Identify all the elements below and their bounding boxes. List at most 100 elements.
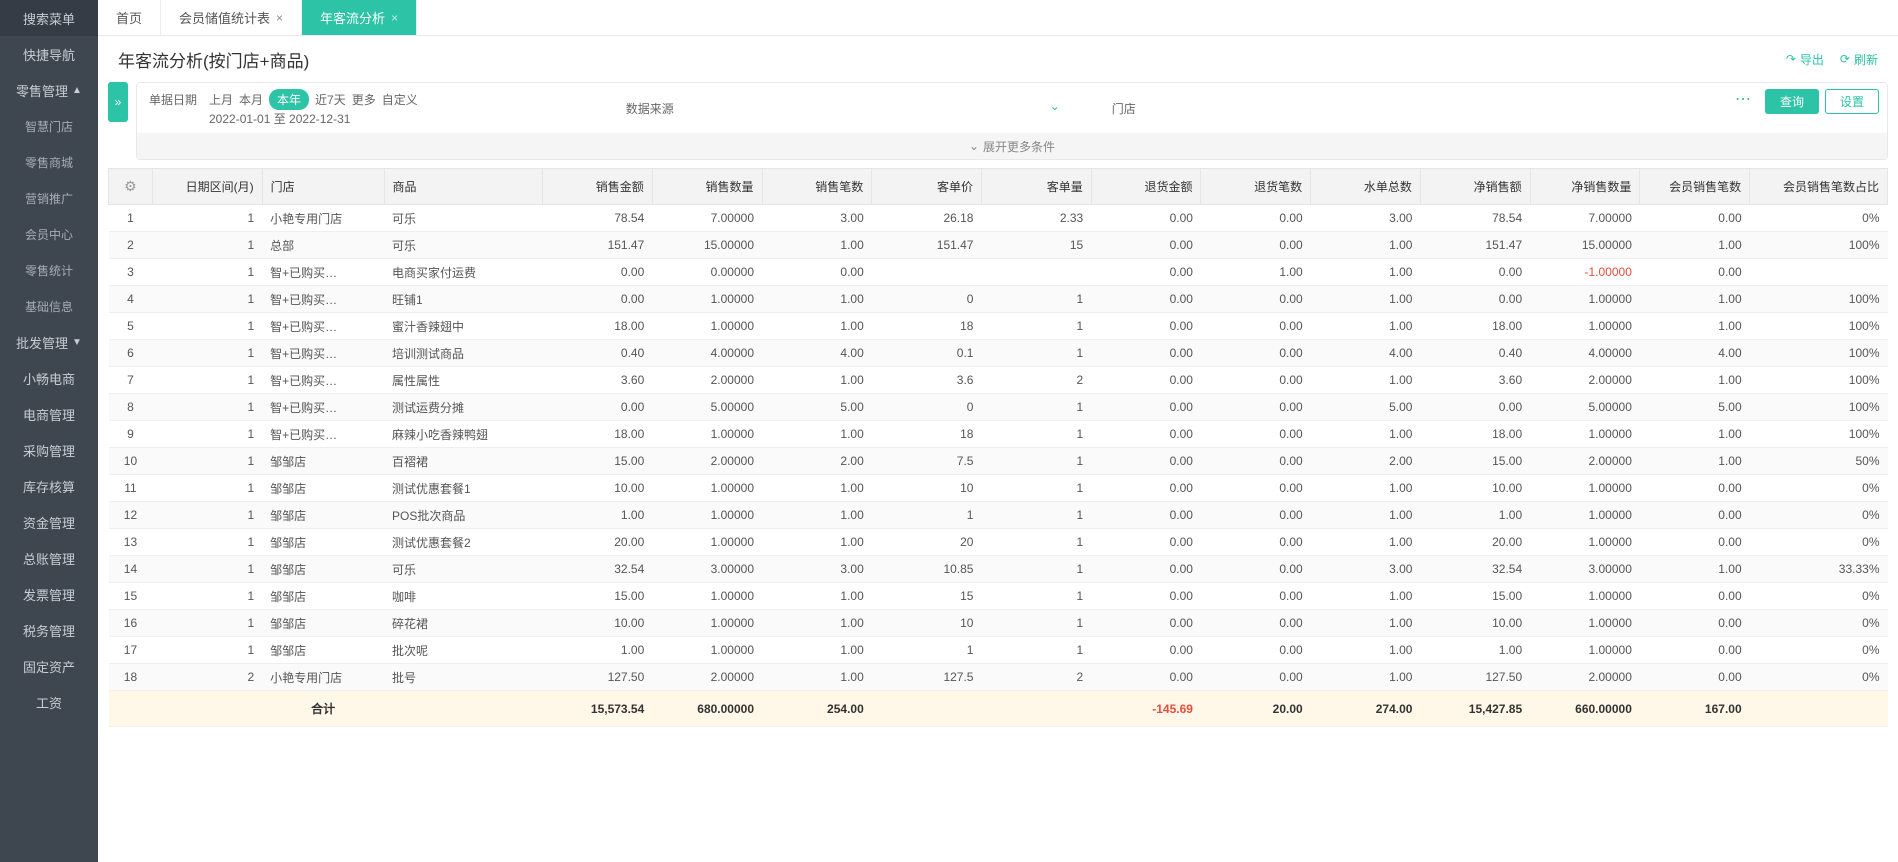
- date-preset[interactable]: 上月: [209, 91, 233, 108]
- tab[interactable]: 年客流分析×: [302, 0, 417, 35]
- table-row[interactable]: 131邹邹店测试优惠套餐220.001.000001.002010.000.00…: [109, 529, 1888, 556]
- close-icon[interactable]: ×: [276, 11, 283, 25]
- source-dropdown[interactable]: ⌄: [684, 95, 1064, 121]
- table-cell: 15.00000: [652, 232, 762, 259]
- table-cell: 0.00000: [652, 259, 762, 286]
- table-row[interactable]: 71智+已购买…属性属性3.602.000001.003.620.000.001…: [109, 367, 1888, 394]
- column-header[interactable]: 商品: [384, 169, 543, 205]
- table-row[interactable]: 31智+已购买…电商买家付运费0.000.000000.000.001.001.…: [109, 259, 1888, 286]
- column-header[interactable]: 销售数量: [652, 169, 762, 205]
- sidebar-item[interactable]: 税务管理: [0, 612, 98, 648]
- table-cell: 1.00: [1311, 313, 1421, 340]
- chevron-down-icon: ⌄: [969, 139, 979, 153]
- sidebar-item[interactable]: 零售统计: [0, 252, 98, 288]
- expand-more-button[interactable]: ⌄ 展开更多条件: [137, 133, 1887, 159]
- tab[interactable]: 首页: [98, 0, 161, 35]
- sidebar-item[interactable]: 会员中心: [0, 216, 98, 252]
- table-row[interactable]: 101邹邹店百褶裙15.002.000002.007.510.000.002.0…: [109, 448, 1888, 475]
- table-cell: 100%: [1750, 421, 1888, 448]
- table-row[interactable]: 151邹邹店咖啡15.001.000001.001510.000.001.001…: [109, 583, 1888, 610]
- date-preset[interactable]: 本月: [239, 91, 263, 108]
- table-row[interactable]: 91智+已购买…麻辣小吃香辣鸭翅18.001.000001.001810.000…: [109, 421, 1888, 448]
- sidebar-item[interactable]: 快捷导航: [0, 36, 98, 72]
- table-cell: 78.54: [1420, 205, 1530, 232]
- table-cell: 1: [109, 205, 153, 232]
- table-cell: 0.00: [1201, 421, 1311, 448]
- table-row[interactable]: 141邹邹店可乐32.543.000003.0010.8510.000.003.…: [109, 556, 1888, 583]
- close-icon[interactable]: ×: [391, 11, 398, 25]
- column-header[interactable]: 日期区间(月): [152, 169, 262, 205]
- sidebar-item[interactable]: 零售管理▲: [0, 72, 98, 108]
- collapse-filter-button[interactable]: »: [108, 82, 128, 122]
- gear-icon[interactable]: ⚙: [124, 178, 137, 194]
- table-row[interactable]: 161邹邹店碎花裙10.001.000001.001010.000.001.00…: [109, 610, 1888, 637]
- table-cell: 32.54: [1420, 556, 1530, 583]
- column-header[interactable]: 客单价: [872, 169, 982, 205]
- sidebar-item[interactable]: 批发管理▼: [0, 324, 98, 360]
- column-header[interactable]: 水单总数: [1311, 169, 1421, 205]
- column-header[interactable]: 客单量: [981, 169, 1091, 205]
- table-row[interactable]: 81智+已购买…测试运费分摊0.005.000005.00010.000.005…: [109, 394, 1888, 421]
- settings-button[interactable]: 设置: [1825, 89, 1879, 114]
- date-preset[interactable]: 近7天: [315, 91, 346, 108]
- tab[interactable]: 会员储值统计表×: [161, 0, 302, 35]
- table-cell: [1750, 259, 1888, 286]
- column-header[interactable]: 会员销售笔数: [1640, 169, 1750, 205]
- totals-cell: 167.00: [1640, 691, 1750, 727]
- export-button[interactable]: ↷导出: [1786, 51, 1824, 68]
- table-row[interactable]: 11小艳专用门店可乐78.547.000003.0026.182.330.000…: [109, 205, 1888, 232]
- table-cell: 智+已购买…: [262, 340, 384, 367]
- table-cell: 3.00000: [1530, 556, 1640, 583]
- date-preset[interactable]: 本年: [269, 89, 309, 110]
- table-cell: 16: [109, 610, 153, 637]
- sidebar-item[interactable]: 资金管理: [0, 504, 98, 540]
- table-row[interactable]: 182小艳专用门店批号127.502.000001.00127.520.000.…: [109, 664, 1888, 691]
- table-cell: 1.00: [762, 610, 872, 637]
- query-button[interactable]: 查询: [1765, 89, 1819, 114]
- column-header[interactable]: 销售笔数: [762, 169, 872, 205]
- sidebar-item[interactable]: 零售商城: [0, 144, 98, 180]
- date-preset[interactable]: 更多: [352, 91, 376, 108]
- data-table: ⚙ 日期区间(月)门店商品销售金额销售数量销售笔数客单价客单量退货金额退货笔数水单…: [108, 168, 1888, 727]
- table-cell: 1.00: [762, 529, 872, 556]
- column-header[interactable]: 净销售额: [1420, 169, 1530, 205]
- sidebar-item[interactable]: 工资: [0, 684, 98, 720]
- sidebar-item[interactable]: 营销推广: [0, 180, 98, 216]
- table-cell: 邹邹店: [262, 502, 384, 529]
- column-header[interactable]: 销售金额: [543, 169, 653, 205]
- table-cell: 智+已购买…: [262, 394, 384, 421]
- refresh-button[interactable]: ⟳刷新: [1840, 51, 1878, 68]
- sidebar-item[interactable]: 采购管理: [0, 432, 98, 468]
- table-cell: 10.00: [1420, 475, 1530, 502]
- table-row[interactable]: 41智+已购买…旺铺10.001.000001.00010.000.001.00…: [109, 286, 1888, 313]
- sidebar-item[interactable]: 小畅电商: [0, 360, 98, 396]
- sidebar-item[interactable]: 电商管理: [0, 396, 98, 432]
- sidebar-item[interactable]: 搜索菜单: [0, 0, 98, 36]
- table-cell: 1.00: [762, 313, 872, 340]
- table-row[interactable]: 61智+已购买…培训测试商品0.404.000004.000.110.000.0…: [109, 340, 1888, 367]
- sidebar-item[interactable]: 发票管理: [0, 576, 98, 612]
- more-filter-icon[interactable]: ⋯: [1727, 89, 1759, 114]
- column-header[interactable]: 会员销售笔数占比: [1750, 169, 1888, 205]
- table-row[interactable]: 111邹邹店测试优惠套餐110.001.000001.001010.000.00…: [109, 475, 1888, 502]
- column-header[interactable]: 净销售数量: [1530, 169, 1640, 205]
- sidebar-item[interactable]: 基础信息: [0, 288, 98, 324]
- store-dropdown[interactable]: [1170, 95, 1550, 121]
- sidebar-item[interactable]: 智慧门店: [0, 108, 98, 144]
- table-cell: 1.00000: [652, 502, 762, 529]
- date-preset[interactable]: 自定义: [382, 91, 418, 108]
- table-cell: 0.00: [1640, 205, 1750, 232]
- table-row[interactable]: 51智+已购买…蜜汁香辣翅中18.001.000001.001810.000.0…: [109, 313, 1888, 340]
- column-header[interactable]: 门店: [262, 169, 384, 205]
- column-header[interactable]: 退货金额: [1091, 169, 1201, 205]
- totals-cell: 20.00: [1201, 691, 1311, 727]
- table-row[interactable]: 171邹邹店批次呢1.001.000001.00110.000.001.001.…: [109, 637, 1888, 664]
- table-cell: 0: [872, 394, 982, 421]
- column-header[interactable]: ⚙: [109, 169, 153, 205]
- column-header[interactable]: 退货笔数: [1201, 169, 1311, 205]
- table-row[interactable]: 121邹邹店POS批次商品1.001.000001.00110.000.001.…: [109, 502, 1888, 529]
- sidebar-item[interactable]: 库存核算: [0, 468, 98, 504]
- sidebar-item[interactable]: 总账管理: [0, 540, 98, 576]
- table-row[interactable]: 21总部可乐151.4715.000001.00151.47150.000.00…: [109, 232, 1888, 259]
- sidebar-item[interactable]: 固定资产: [0, 648, 98, 684]
